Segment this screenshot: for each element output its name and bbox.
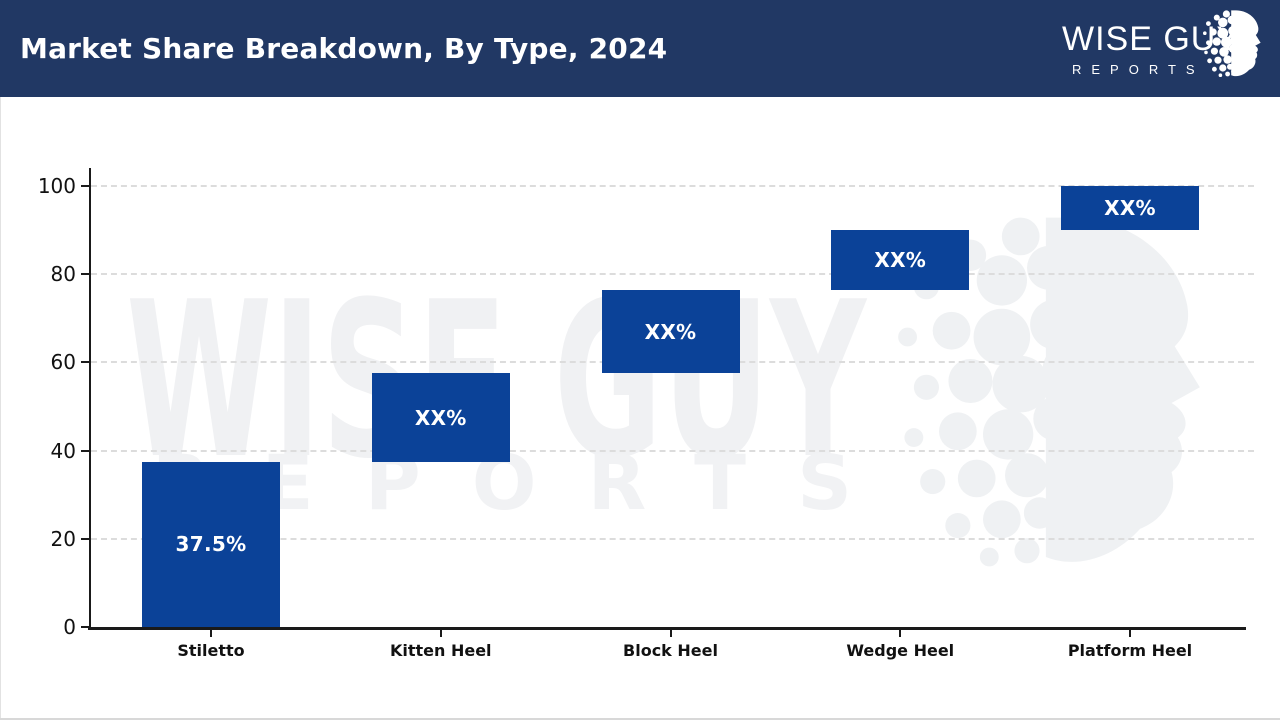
y-tick-label-100: 100: [37, 174, 76, 198]
x-category-label: Stiletto: [177, 641, 245, 660]
y-tick-label-20: 20: [50, 526, 76, 551]
y-tick-label-60: 60: [50, 350, 76, 375]
x-tick-mark-4: [899, 630, 902, 637]
bar-platform-heel: XX%: [1061, 186, 1199, 231]
x-tick-mark-2: [439, 630, 442, 637]
wise-guy-logo: WISE GUY REPORTS: [1022, 6, 1272, 92]
y-tick-label-40: 40: [50, 438, 76, 463]
y-tick-label-80: 80: [50, 262, 76, 287]
gridline-100: [91, 185, 1254, 187]
bar-value-label: 37.5%: [175, 532, 247, 557]
y-tick-mark-100: [81, 185, 89, 187]
logo-reports-text: REPORTS: [1072, 62, 1205, 77]
logo-head-icon: [1203, 10, 1261, 77]
gridline-80: [91, 273, 1254, 276]
x-category-label: Kitten Heel: [389, 641, 492, 660]
x-category-label: Platform Heel: [1067, 641, 1193, 660]
x-tick-mark-3: [669, 630, 672, 637]
x-axis: [88, 627, 1246, 630]
bar-kitten-heel: XX%: [371, 373, 510, 462]
x-category-label: Block Heel: [623, 641, 718, 660]
gridline-40: [91, 449, 1254, 452]
y-tick-mark-80: [81, 273, 89, 276]
bar-value-label: XX%: [874, 247, 927, 272]
gridline-20: [91, 537, 1254, 540]
y-tick-mark-0: [81, 626, 89, 628]
left-border-line: [0, 97, 1, 718]
header-bar: Market Share Breakdown, By Type, 2024 WI…: [0, 0, 1280, 97]
page-title: Market Share Breakdown, By Type, 2024: [20, 32, 668, 65]
y-tick-mark-40: [81, 449, 89, 452]
bar-value-label: XX%: [414, 405, 467, 430]
x-tick-mark-1: [210, 630, 212, 637]
bar-stiletto: 37.5%: [142, 461, 280, 627]
bar-value-label: XX%: [644, 319, 697, 344]
bar-wedge-heel: XX%: [831, 230, 970, 290]
x-tick-mark-5: [1129, 630, 1131, 637]
bottom-border-line: [0, 718, 1280, 720]
x-category-label: Wedge Heel: [846, 641, 955, 660]
bar-value-label: XX%: [1104, 196, 1156, 221]
y-axis: [89, 168, 91, 629]
y-tick-mark-20: [81, 537, 89, 540]
y-tick-label-0: 0: [63, 615, 76, 639]
bar-block-heel: XX%: [601, 289, 740, 374]
y-tick-mark-60: [81, 361, 89, 364]
logo-wordmark: WISE GUY: [1062, 20, 1241, 58]
